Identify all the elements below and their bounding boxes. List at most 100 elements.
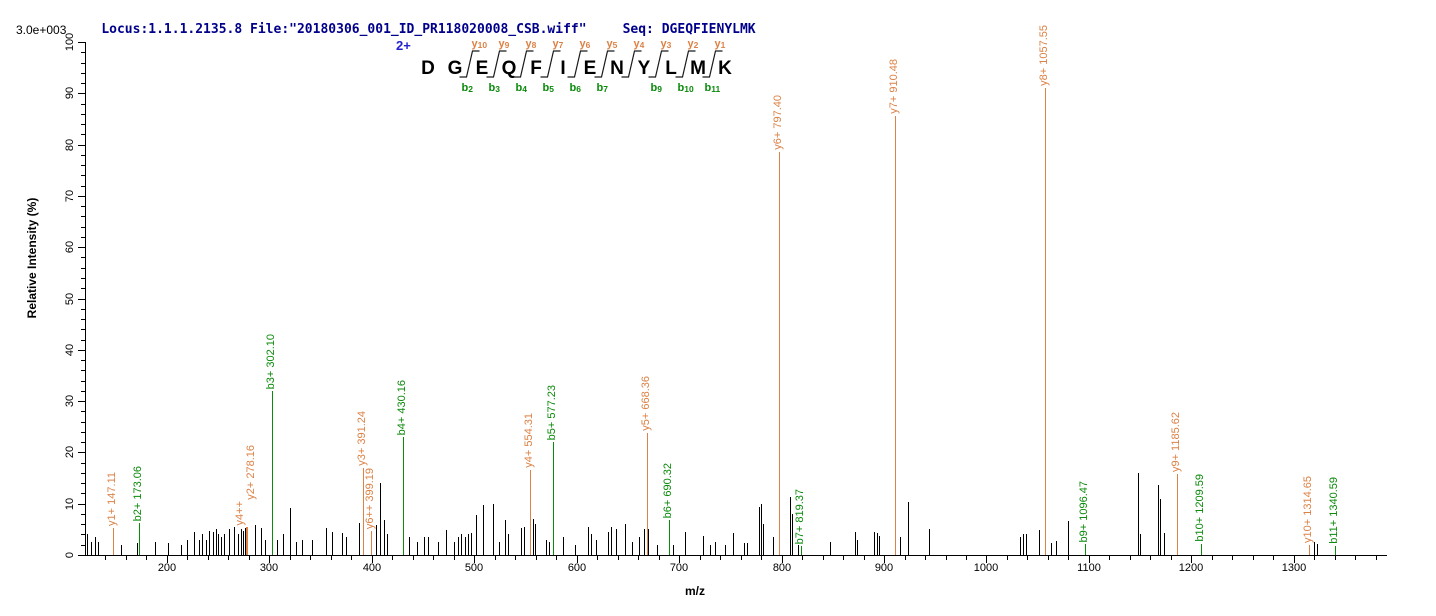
background-peak <box>384 520 385 555</box>
y-tick-label: 10 <box>64 497 76 511</box>
fragment-peak-label: y10+ 1314.65 <box>1302 476 1314 543</box>
background-peak <box>546 540 547 555</box>
sequence-text: Seq: DGEQFIENYLMK <box>622 22 756 37</box>
fragment-peak-y2+ <box>247 527 248 555</box>
fragment-peak-b10+ <box>1201 544 1202 555</box>
fragment-peak-b9+ <box>1085 544 1086 555</box>
background-peak <box>218 534 219 555</box>
y-minor-tick <box>81 493 85 494</box>
background-peak <box>855 532 856 555</box>
x-minor-tick <box>331 556 332 560</box>
y-major-tick <box>78 350 85 351</box>
y-ion-label-y1: y1 <box>715 38 726 50</box>
cleavage-mark-y1 <box>702 50 723 78</box>
b-ion-label-b2: b2 <box>462 82 474 94</box>
background-peak <box>98 542 99 555</box>
y-minor-tick <box>81 52 85 53</box>
fragment-peak-b4+ <box>403 437 404 555</box>
background-peak <box>792 514 793 555</box>
y-major-tick <box>78 504 85 505</box>
y-tick-label: 50 <box>64 292 76 306</box>
background-peak <box>499 542 500 555</box>
background-peak <box>549 542 550 555</box>
plot-area[interactable] <box>85 42 1386 555</box>
x-minor-tick <box>864 556 865 560</box>
x-major-tick <box>474 556 475 563</box>
residue-5-F: F <box>530 58 542 79</box>
background-peak <box>380 483 381 555</box>
y-minor-tick <box>81 329 85 330</box>
x-minor-tick <box>413 556 414 560</box>
x-minor-tick <box>966 556 967 560</box>
x-tick-label: 300 <box>259 562 279 574</box>
b-ion-label-b6: b6 <box>570 82 582 94</box>
background-peak <box>213 532 214 555</box>
locus-file-text: Locus:1.1.1.2135.8 File:"20180306_001_ID… <box>101 22 587 37</box>
background-peak <box>221 537 222 555</box>
y-minor-tick <box>81 411 85 412</box>
x-tick-label: 600 <box>567 562 587 574</box>
x-minor-tick <box>187 556 188 560</box>
y-minor-tick <box>81 514 85 515</box>
y-tick-label: 80 <box>64 138 76 152</box>
fragment-peak-y10+ <box>1309 545 1310 555</box>
x-minor-tick <box>536 556 537 560</box>
background-peak <box>744 543 745 555</box>
fragment-peak-label: b7+ 819.37 <box>794 488 806 544</box>
background-peak <box>648 529 649 555</box>
background-peak <box>468 534 469 555</box>
fragment-peak-y5+ <box>647 433 648 555</box>
y-minor-tick <box>81 268 85 269</box>
background-peak <box>616 529 617 555</box>
fragment-peak-b11+ <box>1335 546 1336 555</box>
y-tick-label: 40 <box>64 343 76 357</box>
b-ion-label-b3: b3 <box>489 82 501 94</box>
background-peak <box>725 545 726 555</box>
x-minor-tick <box>823 556 824 560</box>
fragment-peak-label: y5+ 668.36 <box>640 376 652 431</box>
x-minor-tick <box>1314 556 1315 560</box>
background-peak <box>596 540 597 555</box>
residue-11-M: M <box>690 58 706 79</box>
x-major-tick <box>679 556 680 563</box>
background-peak <box>591 534 592 555</box>
background-peak <box>187 540 188 555</box>
background-peak <box>1138 473 1139 555</box>
fragment-peak-b5+ <box>553 442 554 555</box>
intensity-scale-label: 3.0e+003 <box>16 23 67 37</box>
y-major-tick <box>78 145 85 146</box>
background-peak <box>1160 499 1161 555</box>
peptide-fragmentation-annotation: 2+D G E Q F I E N Y L M Ky10b2y9b3y8b4y7b5y6b6y5b7y… <box>396 38 732 94</box>
cleavage-mark-y4 <box>621 50 642 78</box>
background-peak <box>759 507 760 555</box>
background-peak <box>87 534 88 555</box>
x-tick-label: 1100 <box>1077 562 1101 574</box>
x-minor-tick <box>228 556 229 560</box>
x-major-tick <box>782 556 783 563</box>
background-peak <box>238 534 239 555</box>
x-minor-tick <box>290 556 291 560</box>
background-peak <box>409 537 410 555</box>
background-peak <box>283 534 284 555</box>
background-peak <box>346 537 347 555</box>
background-peak <box>1020 537 1021 555</box>
background-peak <box>428 537 429 555</box>
y-minor-tick <box>81 381 85 382</box>
y-minor-tick <box>81 237 85 238</box>
background-peak <box>611 527 612 555</box>
x-minor-tick <box>843 556 844 560</box>
background-peak <box>563 537 564 555</box>
residue-4-Q: Q <box>502 58 517 79</box>
x-major-tick <box>1089 556 1090 563</box>
y-major-tick <box>78 196 85 197</box>
background-peak <box>476 515 477 555</box>
fragment-peak-label: b6+ 690.32 <box>662 462 674 518</box>
fragment-peak-label: y8+ 1057.55 <box>1038 25 1050 86</box>
background-peak <box>1158 485 1159 555</box>
background-peak <box>535 524 536 555</box>
x-minor-tick <box>700 556 701 560</box>
background-peak <box>733 533 734 555</box>
y-tick-label: 20 <box>64 445 76 459</box>
background-peak <box>493 504 494 555</box>
x-minor-tick <box>126 556 127 560</box>
